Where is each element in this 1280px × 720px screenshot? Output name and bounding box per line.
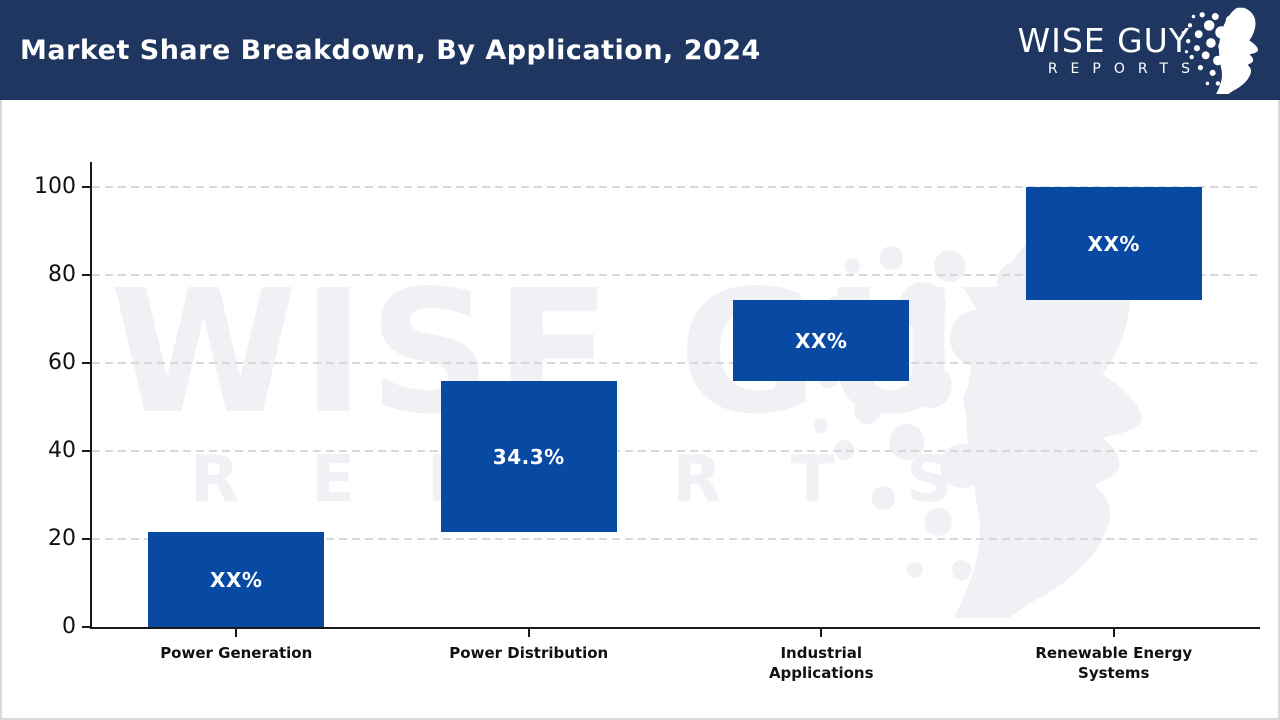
y-axis-label-20: 20 [48, 526, 76, 551]
wise-guy-logo: WISE GUY REPORTS [1017, 4, 1272, 96]
logo-wordmark: WISE GUY [1017, 21, 1190, 60]
x-tick [820, 629, 823, 637]
gridline-60 [92, 362, 1260, 364]
logo-text: WISE GUY REPORTS [1017, 21, 1190, 78]
logo-subtitle: REPORTS [1047, 61, 1203, 77]
y-tick-20 [82, 538, 90, 540]
category-label: Industrial Applications [768, 644, 874, 682]
gridline-80 [92, 274, 1260, 276]
category-label: Renewable Energy Systems [1035, 644, 1193, 682]
page-title: Market Share Breakdown, By Application, … [20, 34, 761, 66]
gridline-20 [92, 538, 1260, 540]
y-axis-label-100: 100 [34, 174, 76, 199]
x-tick [527, 629, 530, 637]
bar-value-label: XX% [210, 567, 263, 592]
gridline-40 [92, 450, 1260, 452]
y-axis-label-80: 80 [48, 262, 76, 287]
bar-value-label: XX% [1087, 231, 1140, 256]
x-tick [1112, 629, 1115, 637]
x-axis-spine [90, 627, 1260, 629]
bar-value-label: 34.3% [492, 444, 565, 469]
dot-face-icon [1176, 6, 1272, 94]
y-tick-100 [82, 186, 90, 188]
bar-segment: 34.3% [440, 381, 617, 533]
y-axis-spine [90, 162, 92, 629]
bar-segment: XX% [733, 300, 910, 382]
y-tick-0 [82, 626, 90, 628]
y-axis-label-0: 0 [62, 614, 76, 639]
y-tick-60 [82, 362, 90, 364]
category-label: Power Generation [160, 644, 313, 662]
category-label: Power Distribution [449, 644, 609, 662]
y-tick-80 [82, 274, 90, 276]
y-tick-40 [82, 450, 90, 452]
bar-value-label: XX% [795, 328, 848, 353]
bar-segment: XX% [1025, 187, 1202, 301]
bar-segment: XX% [148, 532, 325, 627]
x-tick [235, 629, 238, 637]
gridline-100 [92, 186, 1260, 188]
y-axis-label-40: 40 [48, 438, 76, 463]
y-axis-label-60: 60 [48, 350, 76, 375]
header-bar: Market Share Breakdown, By Application, … [0, 0, 1280, 100]
